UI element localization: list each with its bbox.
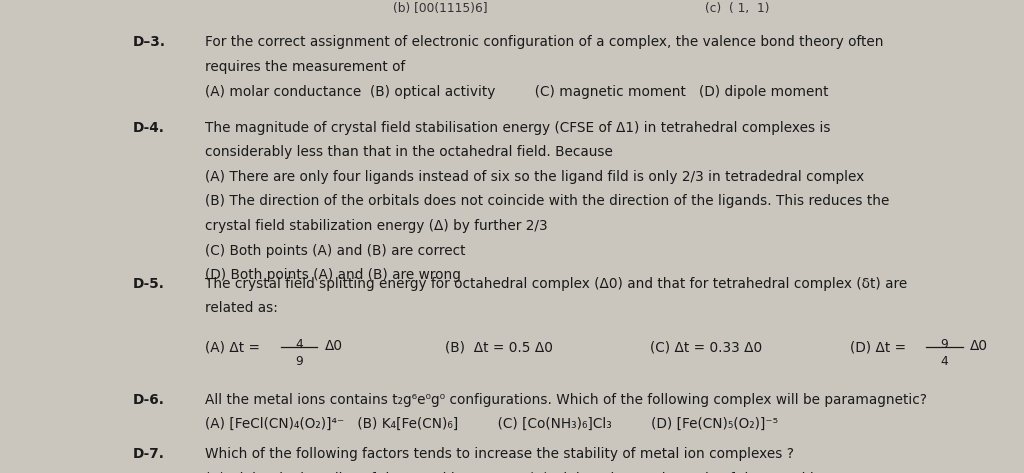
Text: (B) The direction of the orbitals does not coincide with the direction of the li: (B) The direction of the orbitals does n…: [205, 194, 889, 209]
Text: (A) molar conductance  (B) optical activity         (C) magnetic moment   (D) di: (A) molar conductance (B) optical activi…: [205, 85, 828, 99]
Text: The magnitude of crystal field stabilisation energy (CFSE of Δ1) in tetrahedral : The magnitude of crystal field stabilisa…: [205, 121, 830, 135]
Text: crystal field stabilization energy (Δ) by further 2/3: crystal field stabilization energy (Δ) b…: [205, 219, 548, 233]
Text: (c)  ( 1,  1): (c) ( 1, 1): [706, 2, 769, 15]
Text: All the metal ions contains t₂g⁶e⁰g⁰ configurations. Which of the following comp: All the metal ions contains t₂g⁶e⁰g⁰ con…: [205, 393, 927, 407]
Text: 4: 4: [295, 338, 303, 351]
Text: D-5.: D-5.: [133, 277, 165, 291]
Text: (D) Both points (A) and (B) are wrong: (D) Both points (A) and (B) are wrong: [205, 268, 461, 282]
Text: (C) Δt = 0.33 Δ0: (C) Δt = 0.33 Δ0: [650, 341, 762, 355]
Text: related as:: related as:: [205, 301, 278, 315]
Text: The crystal field splitting energy for octahedral complex (Δ0) and that for tetr: The crystal field splitting energy for o…: [205, 277, 907, 291]
Text: requires the measurement of: requires the measurement of: [205, 60, 406, 74]
Text: D-6.: D-6.: [133, 393, 165, 407]
Text: (A) There are only four ligands instead of six so the ligand fild is only 2/3 in: (A) There are only four ligands instead …: [205, 170, 864, 184]
Text: considerably less than that in the octahedral field. Because: considerably less than that in the octah…: [205, 145, 612, 159]
Text: For the correct assignment of electronic configuration of a complex, the valence: For the correct assignment of electronic…: [205, 35, 884, 50]
Text: D–3.: D–3.: [133, 35, 166, 50]
Text: (A) Higher ionic radius of the metal ion             (B) Higher charge/size rati: (A) Higher ionic radius of the metal ion…: [205, 472, 830, 473]
Text: (b) [00(1115)6]: (b) [00(1115)6]: [393, 2, 487, 15]
Text: (A) Δt =: (A) Δt =: [205, 341, 260, 355]
Text: D-7.: D-7.: [133, 447, 165, 461]
Text: 9: 9: [295, 355, 303, 368]
Text: Which of the following factors tends to increase the stability of metal ion comp: Which of the following factors tends to …: [205, 447, 794, 461]
Text: 4: 4: [940, 355, 948, 368]
Text: (D) Δt =: (D) Δt =: [850, 341, 906, 355]
Text: 9: 9: [940, 338, 948, 351]
Text: (A) [FeCl(CN)₄(O₂)]⁴⁻   (B) K₄[Fe(CN)₆]         (C) [Co(NH₃)₆]Cl₃         (D) [F: (A) [FeCl(CN)₄(O₂)]⁴⁻ (B) K₄[Fe(CN)₆] (C…: [205, 417, 778, 431]
Text: D-4.: D-4.: [133, 121, 165, 135]
Text: (C) Both points (A) and (B) are correct: (C) Both points (A) and (B) are correct: [205, 244, 465, 258]
Text: (B)  Δt = 0.5 Δ0: (B) Δt = 0.5 Δ0: [445, 341, 553, 355]
Text: Δ0: Δ0: [325, 339, 343, 353]
Text: Δ0: Δ0: [970, 339, 988, 353]
